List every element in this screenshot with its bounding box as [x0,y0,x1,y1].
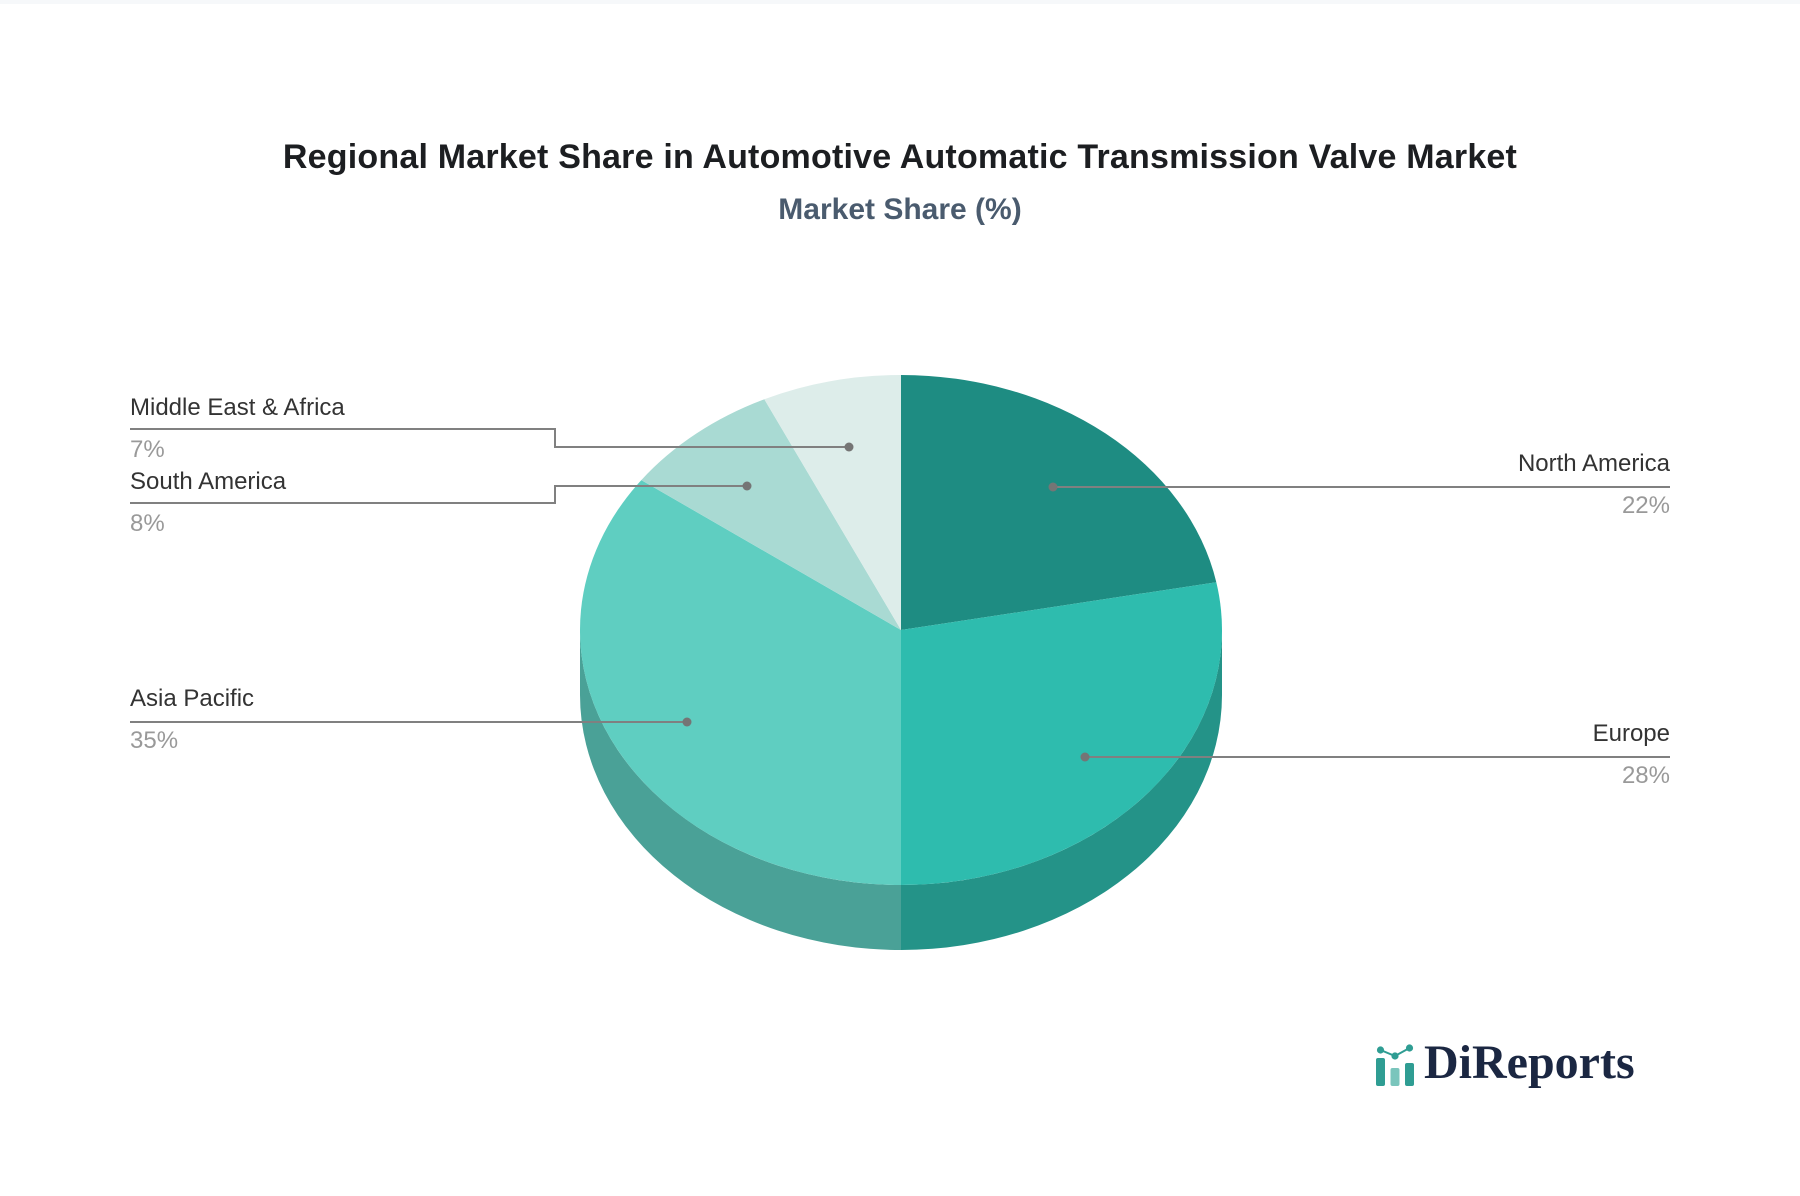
callout-value: 28% [1621,762,1670,789]
callout-value: 22% [1621,492,1670,519]
pie-slices [579,375,1223,885]
pie-slice-europe [901,582,1223,885]
callout-value: 7% [130,436,165,463]
pie-slice-south-america [641,399,901,630]
top-border [0,0,1800,4]
callout-label: South America [130,468,287,495]
callout-value: 8% [130,510,165,537]
callout-label: North America [1517,450,1670,477]
anchor-dot-north-america [1048,482,1058,492]
pie-side-asia-pacific [580,630,901,950]
callout-label: Europe [1592,720,1670,747]
callout-europe: Europe 28% [1250,719,1670,791]
callout-value: 35% [130,727,179,754]
callout-south-america: South America 8% [130,467,550,539]
brand-name: DiReports [1424,1036,1635,1089]
anchor-dot-europe [1080,752,1090,762]
callout-label: Asia Pacific [130,685,255,712]
pie-slice-asia-pacific [579,480,901,885]
callout-leader-lines [130,428,1670,758]
pie-side-europe [901,630,1222,950]
callout-anchor-dots [682,442,1090,762]
pie-slice-middle-east-africa [764,375,901,630]
anchor-dot-south-america [742,481,752,491]
callout-asia-pacific: Asia Pacific 35% [130,684,550,756]
chart-title: Regional Market Share in Automotive Auto… [282,138,1518,176]
callout-north-america: North America 22% [1250,449,1670,521]
leader-line-south-america [130,485,747,504]
leader-line-middle-east-africa [130,428,849,448]
bar-chart-icon [1376,1044,1414,1086]
anchor-dot-middle-east-africa [844,442,854,452]
pie-slice-north-america [901,375,1217,630]
pie-3d-sides [580,630,1222,950]
chart-subtitle: Market Share (%) [778,193,1022,226]
callout-middle-east-africa: Middle East & Africa 7% [130,393,550,465]
anchor-dot-asia-pacific [682,717,692,727]
callout-label: Middle East & Africa [130,394,345,421]
